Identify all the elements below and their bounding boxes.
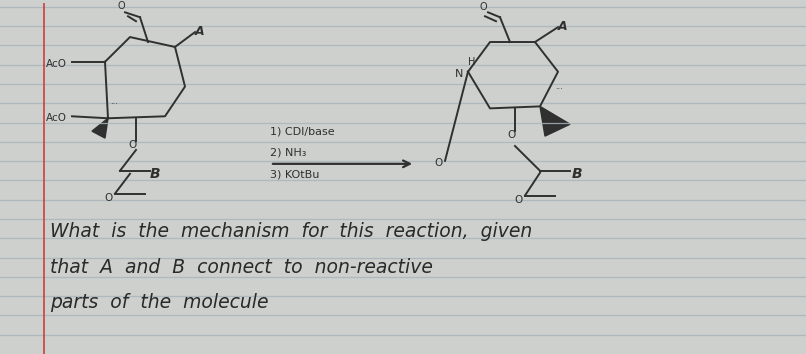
- Text: that  A  and  B  connect  to  non-reactive: that A and B connect to non-reactive: [50, 258, 433, 277]
- Text: O: O: [434, 158, 442, 168]
- Text: 1) CDI/base: 1) CDI/base: [270, 126, 334, 136]
- Text: N: N: [455, 69, 463, 79]
- Text: ...: ...: [555, 81, 563, 91]
- Text: 3) KOtBu: 3) KOtBu: [270, 170, 319, 180]
- Text: A: A: [558, 20, 567, 33]
- Text: A: A: [195, 25, 205, 38]
- Text: ...: ...: [110, 97, 118, 107]
- Polygon shape: [92, 118, 108, 138]
- Text: AcO: AcO: [46, 113, 67, 123]
- Text: O: O: [118, 1, 126, 11]
- Text: parts  of  the  molecule: parts of the molecule: [50, 293, 268, 313]
- Text: B: B: [150, 167, 160, 181]
- Text: B: B: [572, 167, 583, 181]
- Text: H: H: [468, 57, 476, 67]
- Text: AcO: AcO: [46, 59, 67, 69]
- Text: O: O: [104, 194, 112, 204]
- Text: O: O: [507, 130, 515, 140]
- Text: O: O: [128, 140, 136, 150]
- Text: O: O: [479, 2, 487, 12]
- Text: 2) NH₃: 2) NH₃: [270, 148, 306, 158]
- Polygon shape: [540, 107, 570, 136]
- Text: What  is  the  mechanism  for  this  reaction,  given: What is the mechanism for this reaction,…: [50, 222, 532, 241]
- Text: O: O: [514, 195, 522, 205]
